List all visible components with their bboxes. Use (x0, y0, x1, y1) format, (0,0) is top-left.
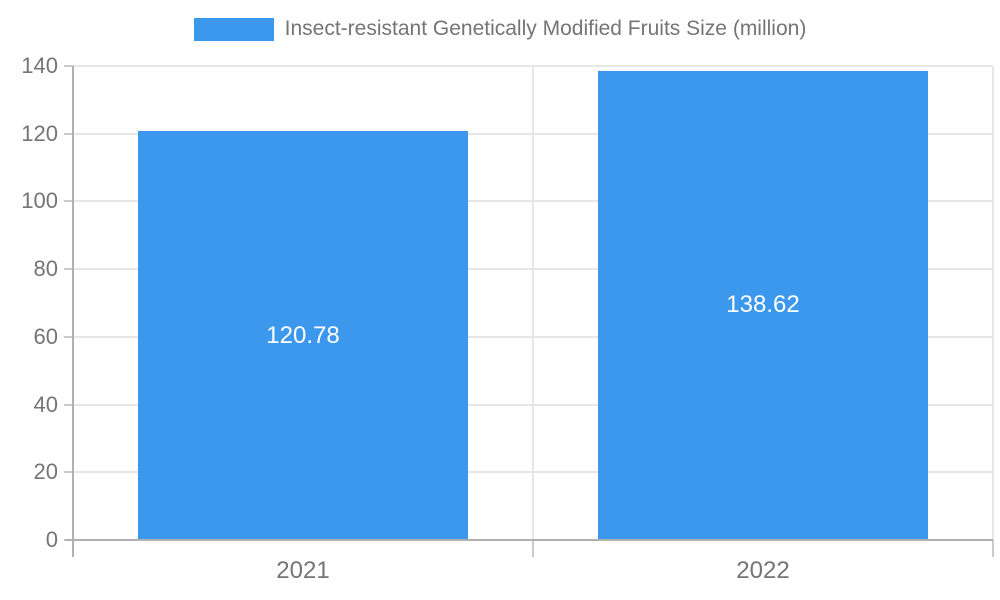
x-axis-tick (992, 540, 994, 557)
y-tick-label: 80 (33, 256, 58, 282)
y-tick-label: 140 (21, 53, 58, 78)
y-axis-line (72, 66, 74, 557)
bar-value-label: 120.78 (266, 321, 340, 349)
y-axis-tick (64, 65, 73, 67)
y-tick-label: 60 (33, 323, 58, 349)
y-axis-tick (64, 471, 73, 474)
x-tick-label: 2021 (276, 557, 330, 584)
y-axis-tick (64, 335, 73, 338)
y-tick-label: 20 (33, 459, 58, 485)
legend: Insect-resistant Genetically Modified Fr… (0, 17, 1000, 41)
y-tick-label: 0 (45, 527, 58, 552)
y-tick-label: 100 (21, 188, 58, 214)
bar-2021: 120.78 (138, 131, 468, 540)
legend-label: Insect-resistant Genetically Modified Fr… (284, 17, 807, 40)
gridline-vertical (532, 66, 534, 540)
x-tick-label: 2022 (736, 557, 790, 584)
y-axis-tick (64, 268, 73, 271)
x-axis-tick (532, 540, 534, 557)
legend-swatch (193, 17, 274, 41)
y-axis-tick (64, 200, 73, 203)
gridline-vertical (992, 66, 994, 540)
bar-value-label: 138.62 (726, 291, 800, 319)
y-tick-label: 120 (21, 120, 58, 146)
y-axis-tick (64, 132, 73, 135)
bar-2022: 138.62 (598, 70, 928, 540)
x-axis-line (65, 539, 993, 541)
y-tick-label: 40 (33, 391, 58, 417)
y-axis-tick (64, 403, 73, 406)
